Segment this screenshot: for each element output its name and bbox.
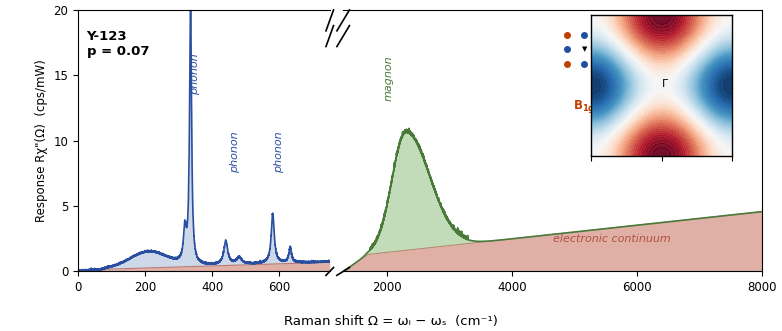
Line: 2 pts: 2 pts [326, 25, 334, 47]
Text: phonon: phonon [230, 132, 240, 173]
Text: $\mathbf{B_{1g}}$: $\mathbf{B_{1g}}$ [573, 98, 595, 116]
Text: X: X [614, 148, 622, 158]
Text: Raman shift Ω = ωᵢ − ωₛ  (cm⁻¹): Raman shift Ω = ωᵢ − ωₛ (cm⁻¹) [284, 315, 498, 328]
Text: magnon: magnon [383, 56, 393, 101]
Point [74, 258, 83, 262]
Line: 2 pts: 2 pts [337, 10, 350, 31]
Text: M: M [693, 148, 702, 158]
Point [74, 257, 83, 261]
Point [74, 257, 83, 260]
Point [257, 258, 267, 262]
Point [257, 258, 267, 261]
Line: 2 pts: 2 pts [337, 25, 350, 47]
Text: phonon: phonon [190, 53, 200, 95]
Point [74, 258, 83, 261]
Point [257, 257, 267, 261]
Text: Y-123
p = 0.07: Y-123 p = 0.07 [87, 29, 149, 58]
Text: phonon: phonon [274, 132, 285, 173]
Y-axis label: Response Rχ"(Ω)  (cps/mW): Response Rχ"(Ω) (cps/mW) [35, 59, 48, 222]
Point [257, 257, 267, 260]
Line: 2 pts: 2 pts [326, 10, 334, 31]
Text: electronic continuum: electronic continuum [554, 234, 671, 244]
Text: ▼: ▼ [582, 46, 587, 52]
